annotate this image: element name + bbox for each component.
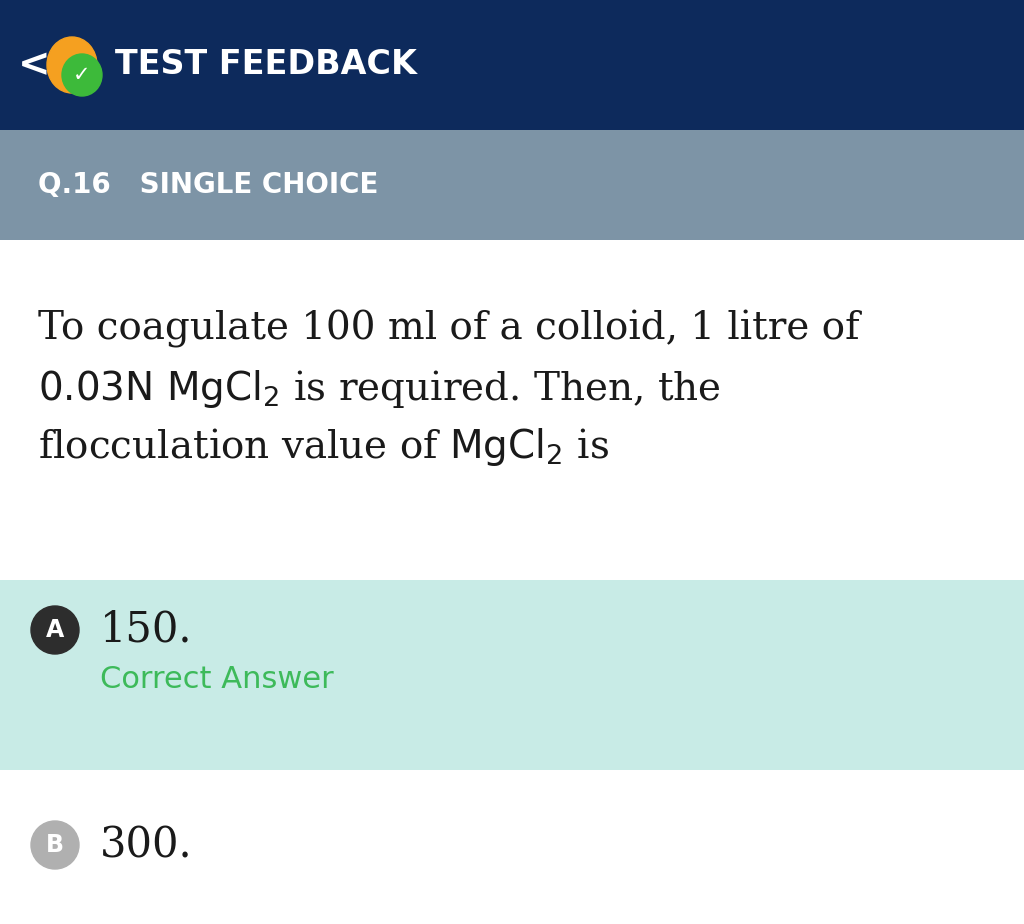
Bar — [0, 130, 1024, 240]
Ellipse shape — [47, 37, 97, 93]
Text: flocculation value of $\mathrm{MgCl_2}$ is: flocculation value of $\mathrm{MgCl_2}$ … — [38, 426, 609, 468]
Circle shape — [31, 606, 79, 654]
Bar — [0, 0, 1024, 130]
Bar — [0, 790, 1024, 924]
Text: A: A — [46, 618, 65, 642]
Text: 150.: 150. — [100, 609, 193, 651]
Text: Correct Answer: Correct Answer — [100, 665, 334, 695]
Text: 300.: 300. — [100, 824, 193, 866]
Ellipse shape — [62, 54, 102, 96]
Text: To coagulate 100 ml of a colloid, 1 litre of: To coagulate 100 ml of a colloid, 1 litr… — [38, 310, 859, 348]
Circle shape — [31, 821, 79, 869]
Text: TEST FEEDBACK: TEST FEEDBACK — [115, 48, 417, 81]
Text: Q.16   SINGLE CHOICE: Q.16 SINGLE CHOICE — [38, 171, 379, 199]
Text: ✓: ✓ — [74, 65, 91, 85]
Text: B: B — [46, 833, 63, 857]
Text: <: < — [18, 46, 50, 84]
Bar — [0, 580, 1024, 770]
Text: $0.03\mathrm{N}\ \mathrm{MgCl_2}$ is required. Then, the: $0.03\mathrm{N}\ \mathrm{MgCl_2}$ is req… — [38, 368, 721, 410]
